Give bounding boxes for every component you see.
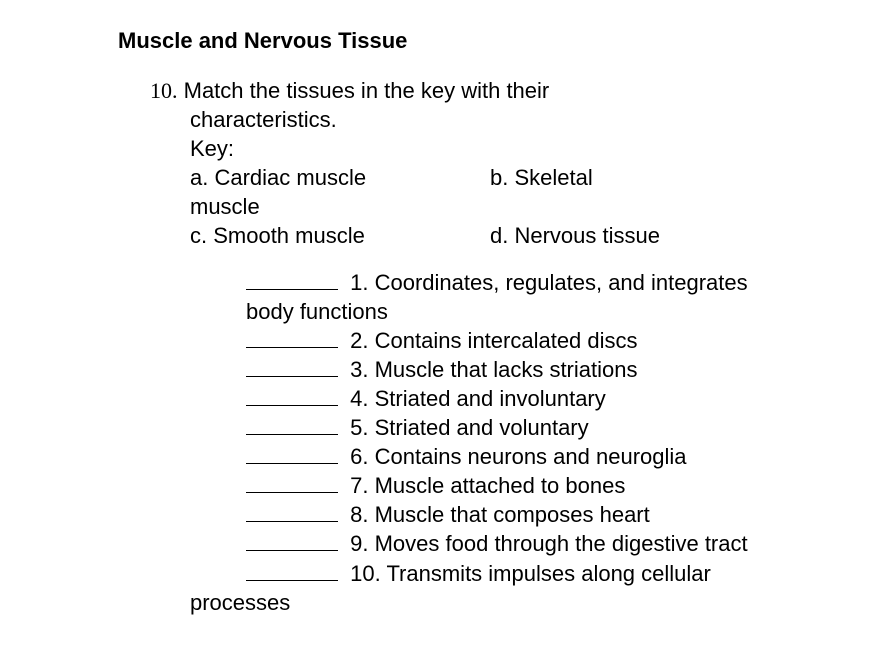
item-7: 7. Muscle attached to bones [246, 471, 765, 500]
answer-blank[interactable] [246, 560, 338, 581]
option-b-cont: muscle [190, 192, 765, 221]
item-num: 8. [350, 502, 368, 527]
item-num: 5. [350, 415, 368, 440]
item-10: 10. Transmits impulses along cellular [246, 559, 765, 588]
question-number: 10. [150, 78, 178, 103]
item-num: 3. [350, 357, 368, 382]
item-5: 5. Striated and voluntary [246, 413, 765, 442]
item-num: 2. [350, 328, 368, 353]
item-10-cont: processes [190, 588, 765, 617]
item-text: Contains intercalated discs [375, 328, 638, 353]
item-text: Coordinates, regulates, and integrates [375, 270, 748, 295]
item-1-cont: body functions [246, 297, 765, 326]
answer-blank[interactable] [246, 327, 338, 348]
key-label: Key: [190, 134, 765, 163]
item-8: 8. Muscle that composes heart [246, 500, 765, 529]
page-title: Muscle and Nervous Tissue [118, 28, 765, 54]
item-text: Striated and involuntary [375, 386, 606, 411]
item-text: Muscle that composes heart [375, 502, 650, 527]
worksheet-page: Muscle and Nervous Tissue 10. Match the … [0, 0, 875, 637]
item-num: 1. [350, 270, 368, 295]
item-num: 4. [350, 386, 368, 411]
question-prompt-line1: 10. Match the tissues in the key with th… [150, 76, 765, 105]
item-text: Moves food through the digestive tract [375, 531, 748, 556]
key-row-1: a. Cardiac muscle b. Skeletal [190, 163, 765, 192]
answer-blank[interactable] [246, 415, 338, 436]
item-2: 2. Contains intercalated discs [246, 326, 765, 355]
item-9: 9. Moves food through the digestive trac… [246, 529, 765, 558]
item-text: Muscle attached to bones [375, 473, 626, 498]
option-d: d. Nervous tissue [490, 221, 765, 250]
item-3: 3. Muscle that lacks striations [246, 355, 765, 384]
answer-blank[interactable] [246, 502, 338, 523]
item-4: 4. Striated and involuntary [246, 384, 765, 413]
item-num: 6. [350, 444, 368, 469]
question-block: 10. Match the tissues in the key with th… [118, 76, 765, 617]
item-text: Transmits impulses along cellular [386, 561, 710, 586]
item-1: 1. Coordinates, regulates, and integrate… [246, 268, 765, 297]
item-text: Contains neurons and neuroglia [375, 444, 687, 469]
option-a: a. Cardiac muscle [190, 163, 490, 192]
answer-blank[interactable] [246, 473, 338, 494]
option-b: b. Skeletal [490, 163, 765, 192]
prompt-text-2: characteristics. [190, 105, 765, 134]
items-block: 1. Coordinates, regulates, and integrate… [190, 268, 765, 616]
item-num: 9. [350, 531, 368, 556]
item-num: 10. [350, 561, 381, 586]
option-c: c. Smooth muscle [190, 221, 490, 250]
answer-blank[interactable] [246, 386, 338, 407]
prompt-text-1: Match the tissues in the key with their [184, 78, 550, 103]
answer-blank[interactable] [246, 444, 338, 465]
item-text: Striated and voluntary [375, 415, 589, 440]
question-body: characteristics. Key: a. Cardiac muscle … [150, 105, 765, 617]
key-row-2: c. Smooth muscle d. Nervous tissue [190, 221, 765, 250]
answer-blank[interactable] [246, 531, 338, 552]
item-text: Muscle that lacks striations [375, 357, 638, 382]
item-num: 7. [350, 473, 368, 498]
answer-blank[interactable] [246, 269, 338, 290]
item-6: 6. Contains neurons and neuroglia [246, 442, 765, 471]
answer-blank[interactable] [246, 356, 338, 377]
